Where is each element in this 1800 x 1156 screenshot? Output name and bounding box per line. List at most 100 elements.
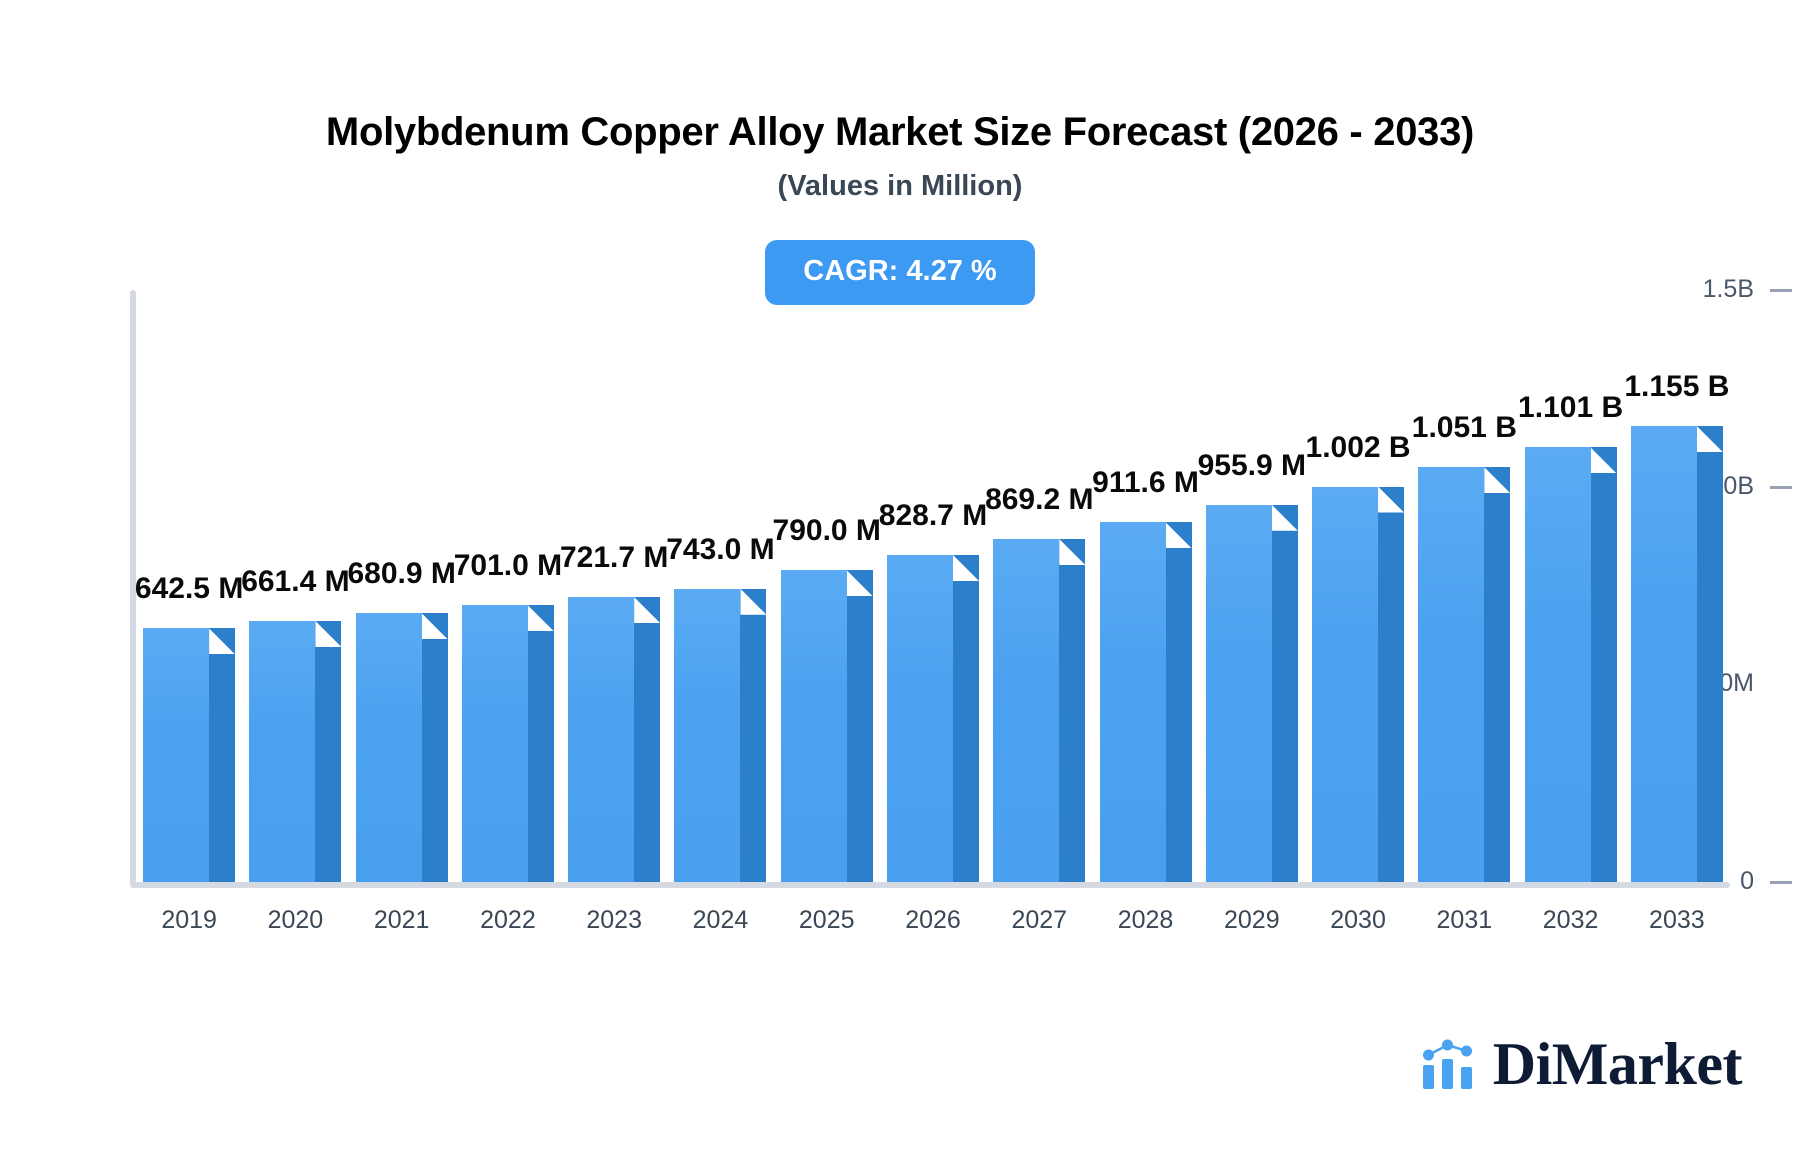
bar-column[interactable]: 642.5 M	[135, 290, 243, 882]
bar-side-face	[1059, 538, 1086, 882]
bar[interactable]	[780, 570, 873, 882]
bar-side-face	[953, 554, 979, 882]
bar[interactable]	[461, 605, 554, 882]
x-axis-label: 2020	[267, 906, 324, 934]
y-axis-line	[130, 290, 136, 888]
bar-value-label: 869.2 M	[985, 482, 1094, 516]
bar-side-face	[846, 570, 873, 882]
page-title: Molybdenum Copper Alloy Market Size Fore…	[325, 110, 1475, 154]
bar-front-face	[1205, 504, 1272, 882]
bar-value-label: 1.002 B	[1305, 430, 1411, 464]
x-axis-label: 2026	[905, 906, 961, 934]
bar[interactable]	[355, 613, 448, 882]
bar[interactable]	[1524, 447, 1617, 882]
x-axis-label: 2030	[1330, 906, 1386, 934]
bar-value-label: 1.051 B	[1411, 411, 1517, 445]
x-axis-label: 2023	[586, 906, 642, 934]
bar-column[interactable]: 828.7 M	[879, 290, 987, 882]
bar-side-face	[1696, 426, 1723, 882]
bar-front-face	[1418, 467, 1485, 882]
bar-side-face	[209, 628, 236, 882]
bar-column[interactable]: 790.0 M	[773, 290, 881, 882]
bar-side-face	[527, 605, 554, 882]
logo-wordmark: DiMarket	[1492, 1031, 1743, 1097]
bar-value-label: 790.0 M	[772, 514, 881, 548]
bar-front-face	[1524, 447, 1591, 882]
bar-side-face	[1378, 486, 1405, 882]
bar-value-label: 642.5 M	[134, 572, 244, 606]
bar-column[interactable]: 1.101 B	[1518, 290, 1623, 882]
bar-side-face	[740, 588, 767, 882]
bar-column[interactable]: 680.9 M	[347, 290, 456, 882]
bar-front-face	[887, 554, 953, 882]
bar[interactable]	[143, 628, 236, 882]
bar-value-label: 661.4 M	[241, 564, 350, 598]
bar-column[interactable]: 1.051 B	[1412, 290, 1517, 882]
bar-column[interactable]: 869.2 M	[985, 290, 1093, 882]
bar-column[interactable]: 721.7 M	[560, 290, 668, 882]
x-axis-label: 2019	[161, 906, 217, 934]
cagr-badge: CAGR: 4.27 %	[765, 240, 1035, 305]
chart-subtitle: (Values in Million)	[777, 170, 1023, 202]
x-axis-label: 2032	[1542, 906, 1599, 934]
bar-value-label: 828.7 M	[878, 498, 988, 532]
bar-column[interactable]: 1.002 B	[1306, 290, 1411, 882]
x-axis-label: 2027	[1011, 906, 1068, 934]
bar[interactable]	[1630, 426, 1723, 882]
bar-front-face	[1312, 486, 1379, 882]
bar-value-label: 701.0 M	[453, 549, 563, 583]
bar-column[interactable]: 1.155 B	[1624, 290, 1729, 882]
bar-side-face	[1484, 467, 1511, 882]
bar[interactable]	[674, 588, 767, 882]
bar-value-label: 955.9 M	[1197, 448, 1306, 482]
bar-chart-logo-icon	[1422, 1039, 1472, 1089]
bar-front-face	[1630, 426, 1697, 882]
bar-value-label: 911.6 M	[1092, 466, 1199, 500]
bar[interactable]	[1418, 467, 1511, 882]
x-axis-label: 2033	[1649, 906, 1705, 934]
bar-column[interactable]: 743.0 M	[666, 290, 775, 882]
bar-value-label: 680.9 M	[347, 557, 456, 591]
bar[interactable]	[1099, 522, 1192, 882]
bar-value-label: 1.155 B	[1624, 370, 1730, 404]
bar-value-label: 1.101 B	[1518, 391, 1624, 425]
bar-front-face	[674, 588, 741, 882]
bar-side-face	[1165, 522, 1192, 882]
bar-side-face	[1271, 504, 1298, 882]
bar-front-face	[1099, 522, 1166, 882]
bar-column[interactable]: 661.4 M	[241, 290, 350, 882]
bar[interactable]	[249, 620, 342, 882]
bar-side-face	[634, 597, 661, 882]
x-axis-line	[130, 882, 1730, 888]
bar-front-face	[355, 613, 422, 882]
bar-front-face	[143, 628, 210, 882]
bar[interactable]	[1312, 486, 1405, 882]
bar-side-face	[1590, 447, 1617, 882]
cagr-badge-container: CAGR: 4.27 %	[0, 240, 1800, 305]
bar-front-face	[461, 605, 528, 882]
x-axis-label: 2028	[1117, 906, 1174, 934]
x-axis-label: 2029	[1223, 906, 1280, 934]
bar-front-face	[993, 538, 1060, 882]
bar-column[interactable]: 701.0 M	[454, 290, 562, 882]
x-axis-label: 2022	[480, 906, 536, 934]
bar-value-label: 743.0 M	[666, 532, 775, 566]
y-axis-tick-mark	[1770, 880, 1792, 884]
bar-front-face	[568, 597, 635, 882]
bar-column[interactable]: 955.9 M	[1198, 290, 1306, 882]
bar[interactable]	[1205, 504, 1298, 882]
bar[interactable]	[993, 538, 1086, 882]
bar-value-label: 721.7 M	[559, 541, 669, 575]
bar[interactable]	[887, 554, 979, 882]
bar[interactable]	[568, 597, 661, 882]
x-axis-label: 2024	[692, 906, 749, 934]
bar-column[interactable]: 911.6 M	[1092, 290, 1199, 882]
bar-side-face	[421, 613, 448, 882]
x-axis-label: 2021	[373, 906, 430, 934]
bar-front-face	[780, 570, 847, 882]
x-axis-label: 2031	[1436, 906, 1493, 934]
x-axis-label: 2025	[798, 906, 855, 934]
y-axis-tick-label: 1.5B	[1702, 274, 1754, 303]
